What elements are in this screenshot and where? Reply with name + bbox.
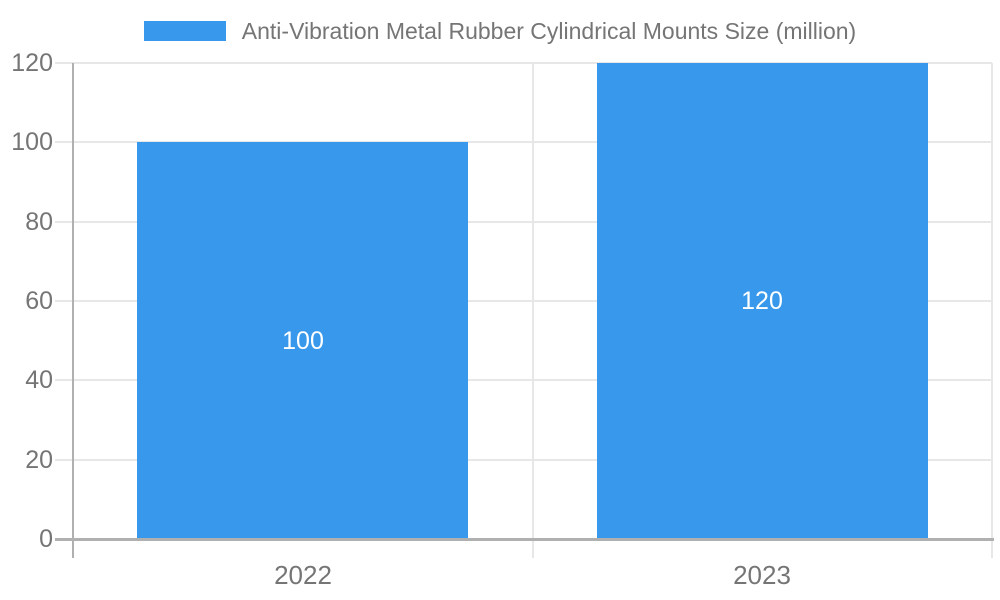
chart-legend[interactable]: Anti-Vibration Metal Rubber Cylindrical …	[0, 14, 1000, 48]
y-axis-tick-label: 80	[25, 207, 53, 236]
x-gridline	[991, 63, 993, 558]
y-axis-tick-label: 0	[39, 525, 53, 553]
legend-label: Anti-Vibration Metal Rubber Cylindrical …	[241, 17, 857, 44]
y-axis-tick-label: 120	[11, 49, 53, 77]
y-axis-tick-label: 100	[11, 128, 53, 157]
y-gridline	[55, 141, 992, 144]
x-gridline	[531, 63, 534, 558]
y-axis-tick-label: 60	[25, 287, 53, 315]
x-axis-line	[55, 538, 994, 541]
bar-2023[interactable]	[597, 63, 928, 539]
bar-2022[interactable]	[137, 142, 468, 539]
y-axis-tick-label: 20	[25, 445, 53, 474]
y-axis-line	[72, 63, 74, 558]
y-gridline	[55, 458, 992, 461]
x-axis-tick-label: 2022	[274, 560, 332, 590]
y-gridline	[55, 379, 992, 382]
x-axis-tick-label: 2023	[733, 560, 791, 590]
y-gridline	[55, 62, 992, 64]
bar-value-label: 100	[282, 327, 324, 355]
bar-value-label: 120	[741, 287, 783, 315]
y-gridline	[55, 220, 992, 223]
y-gridline	[55, 300, 992, 302]
y-axis-tick-label: 40	[25, 366, 53, 395]
legend-swatch	[143, 21, 226, 41]
